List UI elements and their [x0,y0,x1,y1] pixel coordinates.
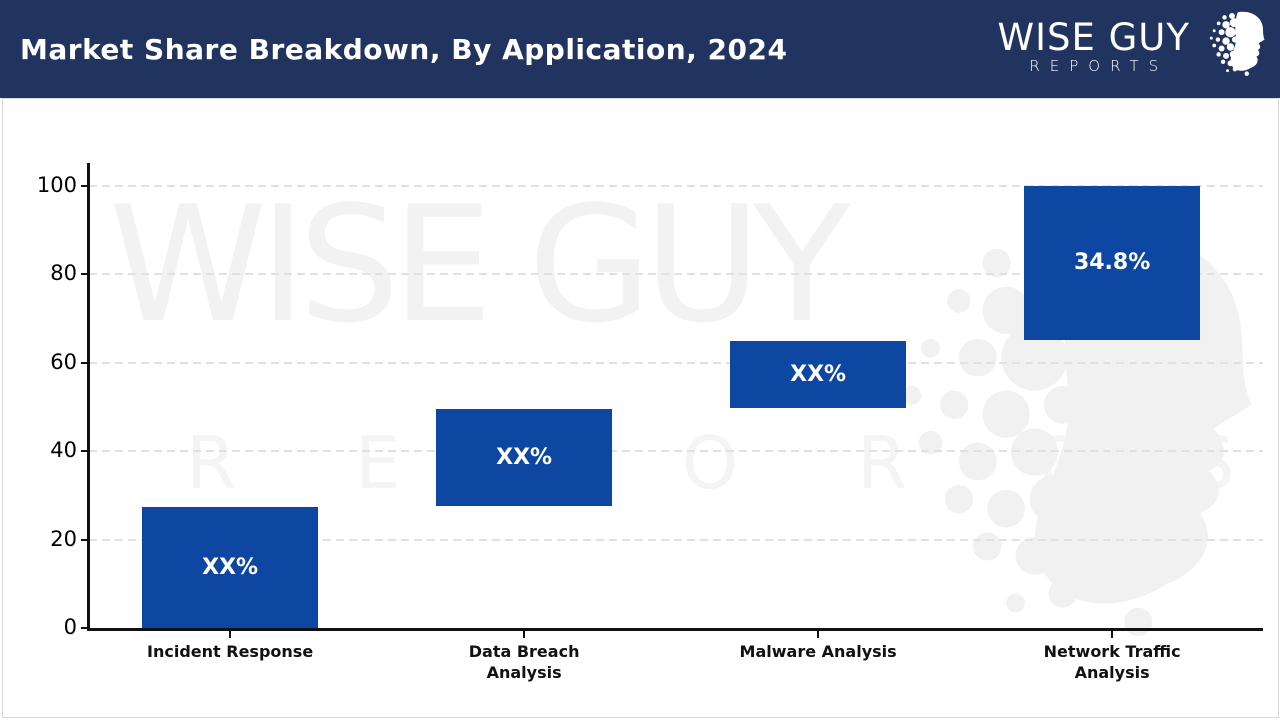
x-category-label: Network Traffic Analysis [1043,642,1181,682]
y-axis-tick-0 [81,627,89,629]
watermark-wordmark: WISE GUY [109,171,851,358]
y-tick-label: 80 [50,261,77,286]
x-category-label: Malware Analysis [739,642,897,661]
bar-1: XX% [142,506,319,628]
y-tick-label: 100 [36,173,77,197]
wiseguy-logo-text: WISE GUY REPORTS [997,16,1190,76]
y-axis-line [87,163,90,630]
y-tick-label: 20 [50,526,77,551]
gridline-y-60 [89,361,1263,364]
x-axis-tick-3 [817,631,820,638]
y-axis-tick-60 [81,361,89,364]
x-axis-tick-4 [1111,631,1114,638]
x-axis-tick-2 [523,631,526,638]
gridline-y-80 [89,273,1263,276]
y-tick-label: 0 [63,615,77,639]
wiseguy-logo: WISE GUY REPORTS [998,6,1266,88]
x-category-label: Incident Response [147,642,314,661]
gridline-y-20 [89,538,1263,541]
bar-3: XX% [730,340,907,408]
y-tick-label: 60 [50,349,77,374]
y-tick-label: 40 [50,438,77,463]
y-axis-tick-100 [81,185,89,187]
y-axis-tick-20 [81,538,89,541]
y-axis-tick-40 [81,450,89,453]
x-axis-line [87,628,1263,631]
logo-subtitle: REPORTS [1029,57,1169,76]
logo-wordmark: WISE GUY [997,16,1190,60]
gridline-y-40 [89,450,1263,453]
x-axis-tick-1 [229,631,232,638]
y-axis-tick-80 [81,273,89,276]
page-title: Market Share Breakdown, By Application, … [20,32,788,66]
chart-card: WISE GUY R E P O R T S 0 20 40 60 80 100 XX% In… [2,98,1279,718]
gridline-y-100 [89,185,1263,187]
x-category-label: Data Breach Analysis [468,642,580,682]
bar-value-label: XX% [496,444,553,470]
header-bar: Market Share Breakdown, By Application, … [0,0,1280,98]
bar-2: XX% [436,408,613,506]
bar-value-label: XX% [790,361,847,387]
bar-4: 34.8% [1024,186,1201,340]
bar-value-label: 34.8% [1073,250,1151,276]
bar-value-label: XX% [202,554,259,580]
